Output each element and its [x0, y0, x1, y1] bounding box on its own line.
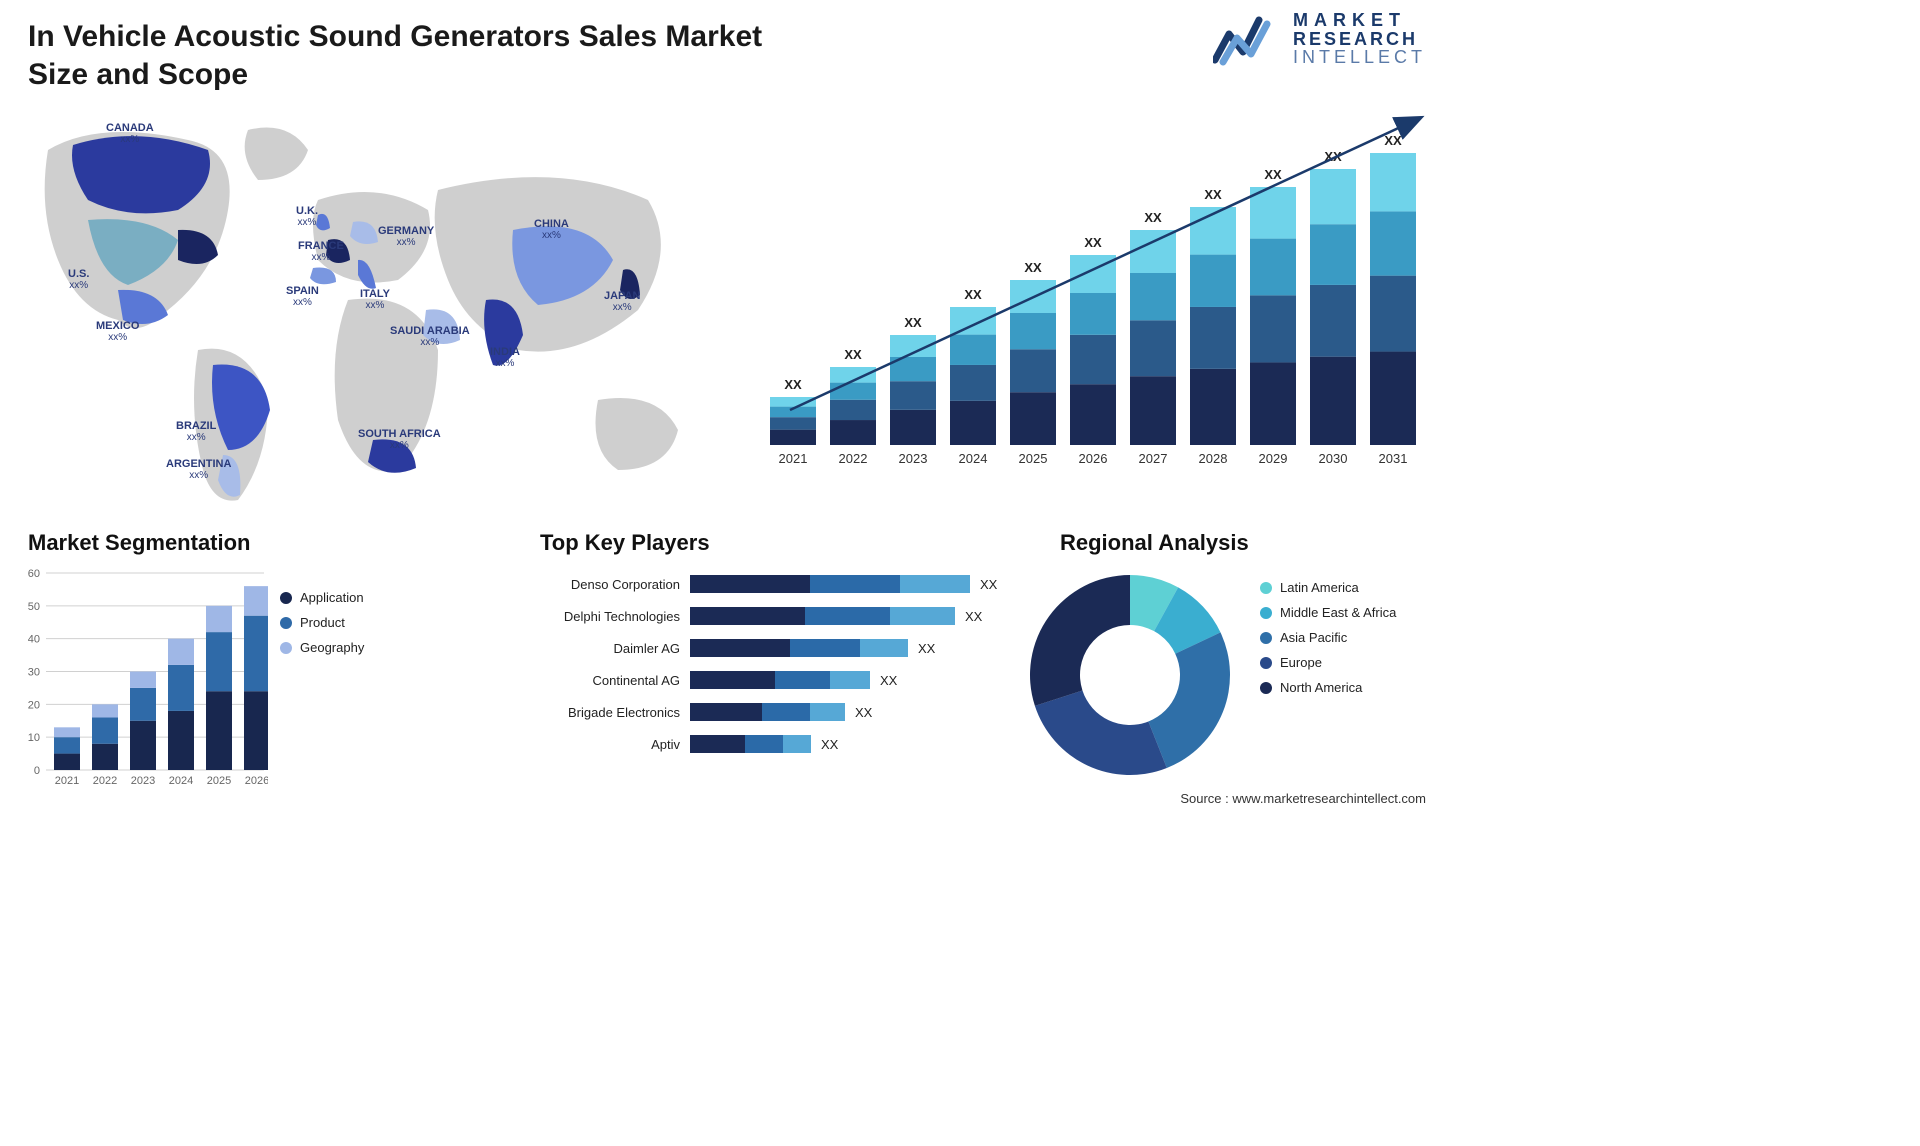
player-bar [690, 735, 811, 753]
map-label-japan: JAPANxx% [604, 290, 640, 313]
svg-text:2023: 2023 [899, 451, 928, 466]
region-legend-middle-east-africa: Middle East & Africa [1260, 605, 1396, 620]
map-label-brazil: BRAZILxx% [176, 420, 216, 443]
svg-text:2023: 2023 [131, 775, 155, 787]
player-row-continental-ag: Continental AG XX [540, 668, 1000, 692]
player-value: XX [880, 673, 897, 688]
map-label-india: INDIAxx% [490, 346, 520, 369]
key-players-chart: Denso Corporation XX Delphi Technologies XX… [540, 572, 1000, 764]
region-legend-latin-america: Latin America [1260, 580, 1396, 595]
svg-text:XX: XX [1024, 260, 1042, 275]
logo-text-1: MARKET [1293, 11, 1426, 30]
svg-text:2027: 2027 [1139, 451, 1168, 466]
svg-text:2029: 2029 [1259, 451, 1288, 466]
svg-text:0: 0 [34, 765, 40, 777]
seg-legend-geography: Geography [280, 640, 364, 655]
svg-text:50: 50 [28, 601, 40, 613]
map-label-italy: ITALYxx% [360, 288, 390, 311]
svg-text:XX: XX [1264, 167, 1282, 182]
svg-text:XX: XX [904, 315, 922, 330]
svg-text:20: 20 [28, 699, 40, 711]
svg-text:2031: 2031 [1379, 451, 1408, 466]
growth-bar-chart: XX 2021 XX 2022 XX 2023 XX 2024 XX 2025 XX 2026 XX 20… [760, 100, 1430, 480]
svg-text:2025: 2025 [207, 775, 231, 787]
player-name: Denso Corporation [540, 577, 690, 592]
logo-mark-icon [1213, 10, 1283, 68]
player-row-aptiv: Aptiv XX [540, 732, 1000, 756]
map-label-spain: SPAINxx% [286, 285, 319, 308]
regional-legend: Latin America Middle East & Africa Asia Pa… [1260, 580, 1396, 705]
svg-text:XX: XX [1384, 133, 1402, 148]
regional-title: Regional Analysis [1060, 530, 1249, 556]
seg-legend-product: Product [280, 615, 364, 630]
svg-text:2025: 2025 [1019, 451, 1048, 466]
segmentation-legend: Application Product Geography [280, 590, 364, 665]
svg-text:XX: XX [1144, 210, 1162, 225]
region-legend-north-america: North America [1260, 680, 1396, 695]
player-bar [690, 575, 970, 593]
player-bar [690, 607, 955, 625]
key-players-title: Top Key Players [540, 530, 710, 556]
player-name: Aptiv [540, 737, 690, 752]
source-line: Source : www.marketresearchintellect.com [1180, 791, 1426, 806]
svg-text:XX: XX [1204, 187, 1222, 202]
map-label-argentina: ARGENTINAxx% [166, 458, 231, 481]
player-value: XX [980, 577, 997, 592]
brand-logo: MARKET RESEARCH INTELLECT [1213, 10, 1426, 68]
svg-text:XX: XX [1084, 235, 1102, 250]
svg-text:2024: 2024 [169, 775, 193, 787]
logo-text-3: INTELLECT [1293, 48, 1426, 67]
segmentation-chart: 0 10 20 30 40 50 60 2021 2022 2023 2024 2025 2026 [18, 565, 268, 795]
map-label-u-k-: U.K.xx% [296, 205, 318, 228]
svg-text:XX: XX [784, 377, 802, 392]
segmentation-title: Market Segmentation [28, 530, 251, 556]
player-value: XX [821, 737, 838, 752]
svg-text:2022: 2022 [839, 451, 868, 466]
player-row-denso-corporation: Denso Corporation XX [540, 572, 1000, 596]
svg-text:2022: 2022 [93, 775, 117, 787]
player-name: Brigade Electronics [540, 705, 690, 720]
player-bar [690, 639, 908, 657]
region-legend-europe: Europe [1260, 655, 1396, 670]
svg-text:2021: 2021 [779, 451, 808, 466]
player-bar [690, 671, 870, 689]
page-title: In Vehicle Acoustic Sound Generators Sal… [28, 18, 768, 93]
map-label-south-africa: SOUTH AFRICAxx% [358, 428, 441, 451]
map-label-france: FRANCExx% [298, 240, 344, 263]
player-value: XX [918, 641, 935, 656]
player-value: XX [855, 705, 872, 720]
svg-text:XX: XX [844, 347, 862, 362]
player-row-delphi-technologies: Delphi Technologies XX [540, 604, 1000, 628]
svg-text:30: 30 [28, 667, 40, 679]
map-label-china: CHINAxx% [534, 218, 569, 241]
player-row-brigade-electronics: Brigade Electronics XX [540, 700, 1000, 724]
map-label-germany: GERMANYxx% [378, 225, 434, 248]
region-legend-asia-pacific: Asia Pacific [1260, 630, 1396, 645]
svg-text:2030: 2030 [1319, 451, 1348, 466]
player-name: Delphi Technologies [540, 609, 690, 624]
map-label-u-s-: U.S.xx% [68, 268, 89, 291]
map-label-mexico: MEXICOxx% [96, 320, 139, 343]
player-value: XX [965, 609, 982, 624]
player-name: Continental AG [540, 673, 690, 688]
regional-donut-chart [1020, 565, 1240, 785]
seg-legend-application: Application [280, 590, 364, 605]
player-name: Daimler AG [540, 641, 690, 656]
svg-text:10: 10 [28, 732, 40, 744]
svg-text:60: 60 [28, 568, 40, 580]
logo-text-2: RESEARCH [1293, 30, 1426, 49]
player-bar [690, 703, 845, 721]
player-row-daimler-ag: Daimler AG XX [540, 636, 1000, 660]
svg-text:XX: XX [964, 287, 982, 302]
svg-text:2026: 2026 [245, 775, 268, 787]
svg-text:2028: 2028 [1199, 451, 1228, 466]
map-label-canada: CANADAxx% [106, 122, 154, 145]
svg-text:40: 40 [28, 634, 40, 646]
svg-text:2026: 2026 [1079, 451, 1108, 466]
svg-text:2024: 2024 [959, 451, 988, 466]
world-map: CANADAxx% U.S.xx% MEXICOxx% BRAZILxx% ARGENT… [18, 110, 718, 510]
map-label-saudi-arabia: SAUDI ARABIAxx% [390, 325, 470, 348]
svg-text:2021: 2021 [55, 775, 79, 787]
